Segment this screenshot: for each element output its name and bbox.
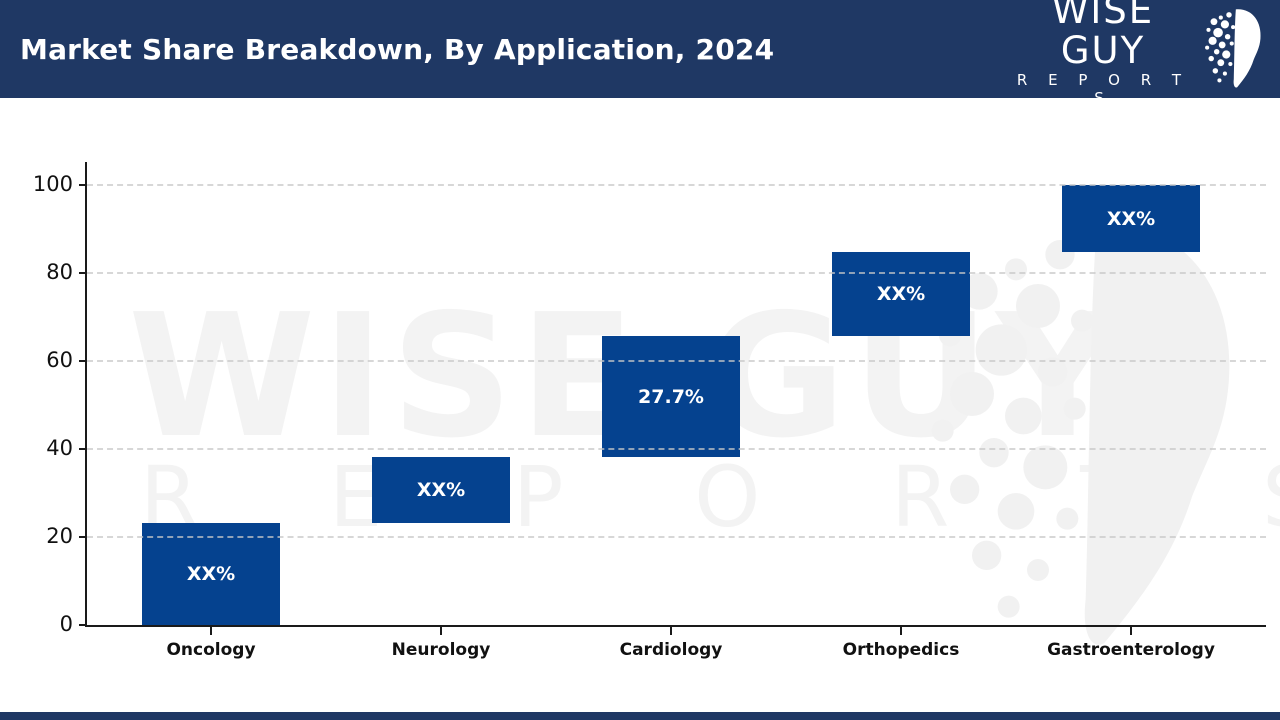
x-tick	[1130, 627, 1132, 635]
gridline-40	[87, 448, 1266, 451]
bar-value-label: XX%	[416, 479, 466, 502]
bar-orthopedics: XX%	[832, 252, 970, 336]
brand-logo: WISE GUY R E P O R T S	[1016, 0, 1266, 107]
watermark-face-icon	[931, 224, 1230, 645]
x-tick-label-gastroenterology: Gastroenterology	[1047, 640, 1215, 660]
x-tick-label-neurology: Neurology	[391, 640, 491, 660]
page-title: Market Share Breakdown, By Application, …	[20, 32, 775, 66]
x-axis-line	[85, 625, 1266, 627]
logo-wordmark-line1: WISE GUY	[1051, 0, 1155, 72]
y-tick	[79, 184, 87, 187]
x-tick-label-orthopedics: Orthopedics	[842, 640, 960, 660]
gridline-80	[87, 272, 1266, 275]
gridline-60	[87, 360, 1266, 363]
x-tick-label-cardiology: Cardiology	[619, 640, 723, 660]
bar-value-label: 27.7%	[638, 385, 704, 408]
logo-face-icon	[1205, 9, 1261, 88]
y-tick-label: 60	[46, 348, 73, 373]
y-tick-label: 40	[46, 436, 73, 461]
footer-bar	[0, 712, 1280, 720]
bar-neurology: XX%	[372, 457, 510, 523]
bar-gastroenterology: XX%	[1062, 185, 1200, 253]
bar-oncology: XX%	[142, 522, 280, 625]
header-bar: Market Share Breakdown, By Application, …	[0, 0, 1280, 107]
chart-area: WISE GUY R E P O R T S XX% XX% 27.7% XX% XX%…	[0, 98, 1280, 712]
y-tick	[79, 360, 87, 363]
y-tick	[79, 272, 87, 275]
x-tick	[900, 627, 902, 635]
gridline-100	[87, 184, 1266, 187]
x-tick	[670, 627, 672, 635]
bar-value-label: XX%	[876, 282, 926, 305]
y-tick-label: 80	[46, 260, 73, 285]
y-tick-label: 0	[59, 612, 73, 636]
gridline-20	[87, 536, 1266, 539]
bar-value-label: XX%	[186, 562, 236, 585]
logo-wordmark: WISE GUY R E P O R T S	[1016, 0, 1190, 107]
bar-value-label: XX%	[1106, 207, 1156, 230]
y-tick-label: 20	[46, 524, 73, 549]
x-tick-label-oncology: Oncology	[166, 640, 256, 660]
y-tick	[79, 536, 87, 539]
x-tick	[440, 627, 442, 635]
y-tick	[79, 624, 87, 626]
y-tick	[79, 448, 87, 451]
y-axis-line	[85, 162, 87, 627]
bar-cardiology: 27.7%	[602, 335, 740, 458]
x-tick	[210, 627, 212, 635]
y-tick-label: 100	[32, 172, 73, 197]
